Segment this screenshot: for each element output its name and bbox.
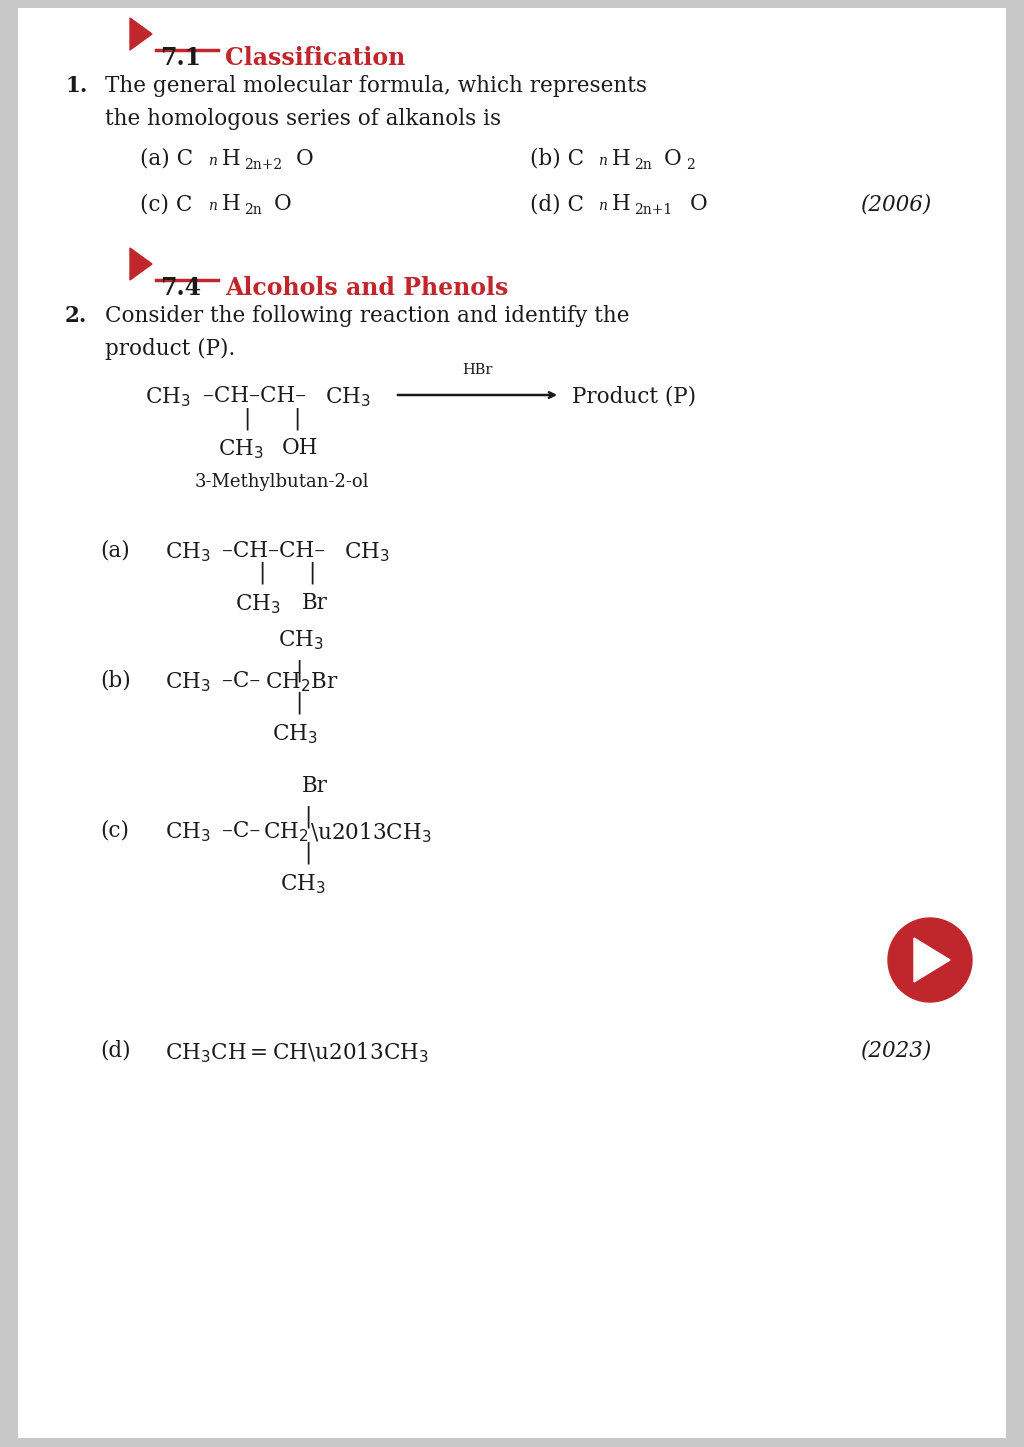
Text: n: n — [598, 153, 607, 168]
Text: CH$_2$Br: CH$_2$Br — [265, 670, 339, 693]
Text: |: | — [295, 660, 302, 683]
Text: |: | — [243, 407, 250, 430]
Text: 2n+1: 2n+1 — [634, 203, 672, 217]
Text: (2006): (2006) — [860, 192, 931, 216]
Text: CH$_3$: CH$_3$ — [278, 628, 324, 651]
Text: n: n — [208, 200, 217, 213]
Text: (c): (c) — [100, 820, 129, 842]
Text: \u2013CH$_3$: \u2013CH$_3$ — [310, 820, 431, 845]
Text: –C–: –C– — [222, 820, 260, 842]
Text: product (P).: product (P). — [105, 339, 236, 360]
Text: (d): (d) — [100, 1040, 131, 1062]
Text: CH$_3$: CH$_3$ — [272, 722, 317, 745]
Text: 7.4: 7.4 — [160, 276, 201, 300]
Text: OH: OH — [282, 437, 318, 459]
Text: (b) C: (b) C — [530, 148, 584, 169]
Polygon shape — [130, 17, 152, 51]
Text: 1.: 1. — [65, 75, 87, 97]
Text: (2023): (2023) — [860, 1040, 931, 1062]
Text: |: | — [295, 692, 302, 715]
Text: Classification: Classification — [225, 46, 406, 69]
Text: |: | — [258, 561, 265, 585]
Text: n: n — [208, 153, 217, 168]
Text: Consider the following reaction and identify the: Consider the following reaction and iden… — [105, 305, 630, 327]
Text: –C–: –C– — [222, 670, 260, 692]
Text: Product (P): Product (P) — [572, 385, 696, 407]
Text: |: | — [304, 842, 311, 864]
FancyBboxPatch shape — [18, 9, 1006, 1438]
Text: The general molecular formula, which represents: The general molecular formula, which rep… — [105, 75, 647, 97]
Text: (d) C: (d) C — [530, 192, 584, 216]
Text: (b): (b) — [100, 670, 131, 692]
Text: –CH–CH–: –CH–CH– — [222, 540, 326, 561]
Text: Alcohols and Phenols: Alcohols and Phenols — [225, 276, 508, 300]
Text: n: n — [598, 200, 607, 213]
Text: 2.: 2. — [65, 305, 87, 327]
Text: HBr: HBr — [462, 363, 493, 378]
Text: 2: 2 — [686, 158, 694, 172]
Text: CH$_3$: CH$_3$ — [165, 820, 211, 844]
Text: CH$_3$: CH$_3$ — [344, 540, 390, 563]
Text: O: O — [690, 192, 708, 216]
Circle shape — [888, 917, 972, 1001]
Text: CH$_3$CH$=$CH\u2013CH$_3$: CH$_3$CH$=$CH\u2013CH$_3$ — [165, 1040, 429, 1065]
Text: H: H — [612, 192, 631, 216]
Text: 3-Methylbutan-2-ol: 3-Methylbutan-2-ol — [195, 473, 370, 491]
Text: 7.1: 7.1 — [160, 46, 201, 69]
Text: H: H — [612, 148, 631, 169]
Text: CH$_3$: CH$_3$ — [165, 540, 211, 563]
Text: |: | — [304, 806, 311, 829]
Text: Br: Br — [302, 592, 328, 614]
Text: CH$_3$: CH$_3$ — [165, 670, 211, 693]
Text: |: | — [308, 561, 315, 585]
Text: 2n: 2n — [634, 158, 651, 172]
Text: (c) C: (c) C — [140, 192, 193, 216]
Text: H: H — [222, 148, 241, 169]
Text: CH$_3$: CH$_3$ — [325, 385, 371, 408]
Text: CH$_3$: CH$_3$ — [234, 592, 281, 615]
Text: CH$_3$: CH$_3$ — [145, 385, 190, 408]
Text: –CH–CH–: –CH–CH– — [203, 385, 306, 407]
Text: H: H — [222, 192, 241, 216]
Text: CH$_3$: CH$_3$ — [280, 873, 326, 896]
Text: CH$_3$: CH$_3$ — [218, 437, 264, 460]
Text: Br: Br — [302, 776, 328, 797]
Polygon shape — [130, 247, 152, 281]
Text: the homologous series of alkanols is: the homologous series of alkanols is — [105, 109, 501, 130]
Text: (a): (a) — [100, 540, 130, 561]
Text: 2n+2: 2n+2 — [244, 158, 283, 172]
Text: 2n: 2n — [244, 203, 262, 217]
Polygon shape — [914, 938, 950, 983]
Text: O: O — [274, 192, 292, 216]
Text: (a) C: (a) C — [140, 148, 194, 169]
Text: O: O — [664, 148, 682, 169]
Text: |: | — [293, 407, 300, 430]
Text: O: O — [296, 148, 313, 169]
Text: CH$_2$: CH$_2$ — [263, 820, 308, 844]
